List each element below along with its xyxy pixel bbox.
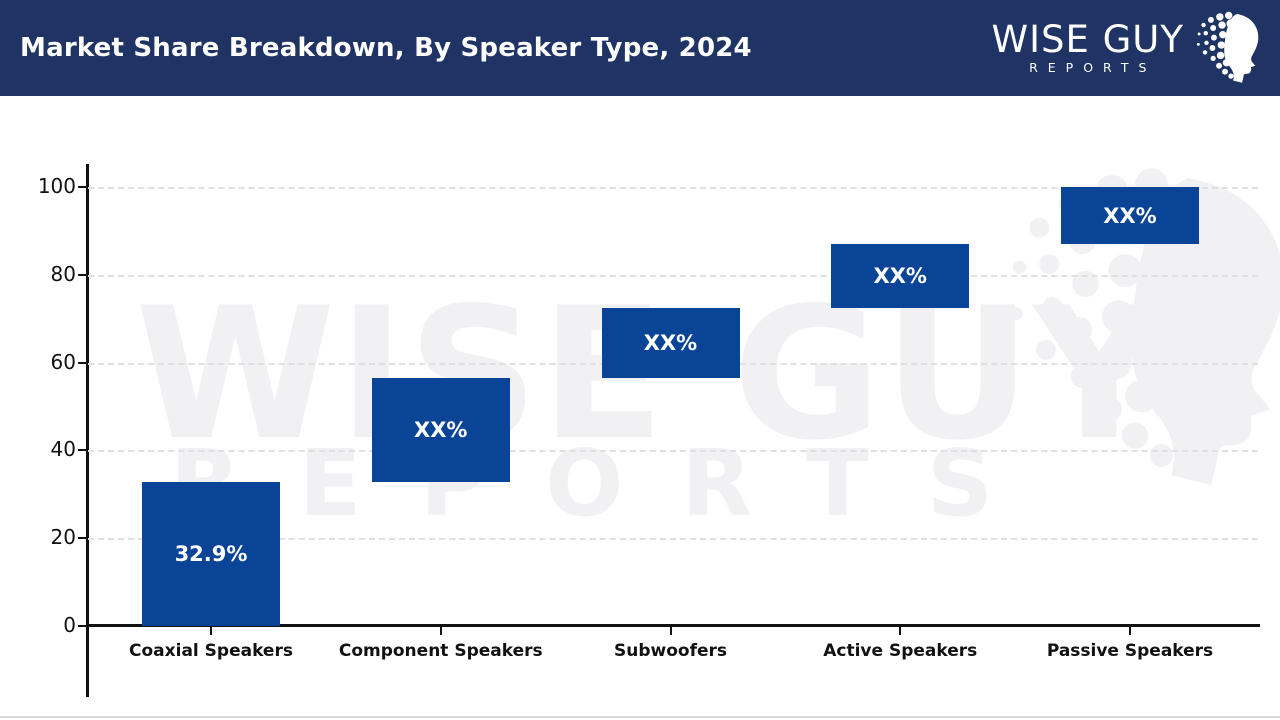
x-axis-line <box>86 624 1260 627</box>
x-tick-label: Component Speakers <box>338 641 543 661</box>
bar: XX% <box>371 377 510 482</box>
gridline <box>88 450 1258 453</box>
bar: XX% <box>831 244 970 308</box>
y-tick-label: 0 <box>63 613 76 637</box>
x-tick-label: Passive Speakers <box>1046 641 1214 661</box>
bar-value-label: XX% <box>414 417 468 442</box>
y-axis-tick <box>78 625 86 627</box>
x-tick-label: Active Speakers <box>823 641 978 661</box>
y-axis-tick <box>78 361 86 364</box>
bar-value-label: XX% <box>873 263 927 288</box>
logo-wordmark: WISE GUY <box>991 18 1184 62</box>
bar-value-label: XX% <box>1103 203 1157 228</box>
page-title: Market Share Breakdown, By Speaker Type,… <box>20 33 752 63</box>
waterfall-chart: 0 20 40 60 80 100 32.9% Coaxial Speakers XX% Comp… <box>0 96 1280 720</box>
y-tick-label: 40 <box>50 437 76 462</box>
gridline <box>88 274 1258 277</box>
bar: XX% <box>1061 187 1199 245</box>
gridline <box>88 187 1258 189</box>
header-bar: Market Share Breakdown, By Speaker Type,… <box>0 0 1280 96</box>
logo-subtext: REPORTS <box>1029 60 1157 76</box>
x-axis-tick <box>1129 627 1131 635</box>
y-tick-label: 80 <box>50 261 76 286</box>
x-axis-tick <box>210 627 212 635</box>
bottom-border-line <box>0 716 1280 718</box>
y-axis-tick <box>78 449 86 452</box>
y-tick-label: 100 <box>37 174 76 198</box>
x-axis-tick <box>899 627 902 635</box>
bar-value-label: 32.9% <box>174 541 248 566</box>
x-axis-tick <box>669 627 672 635</box>
y-tick-label: 20 <box>50 525 76 550</box>
wiseguy-logo-text: WISE GUY REPORTS <box>992 21 1184 75</box>
wiseguy-logo: WISE GUY REPORTS <box>992 9 1280 87</box>
y-axis-tick <box>78 537 86 540</box>
x-axis-tick <box>439 627 442 635</box>
bar-value-label: XX% <box>643 330 698 355</box>
bar: 32.9% <box>142 481 280 626</box>
x-tick-label: Subwoofers <box>613 641 727 661</box>
y-tick-label: 60 <box>50 349 76 374</box>
y-axis-line <box>86 164 89 697</box>
bar: XX% <box>601 307 740 378</box>
x-tick-label: Coaxial Speakers <box>129 641 293 661</box>
gridline <box>88 538 1258 541</box>
y-axis-tick <box>78 186 86 188</box>
wiseguy-head-icon <box>1188 9 1262 87</box>
y-axis-tick <box>78 273 86 276</box>
